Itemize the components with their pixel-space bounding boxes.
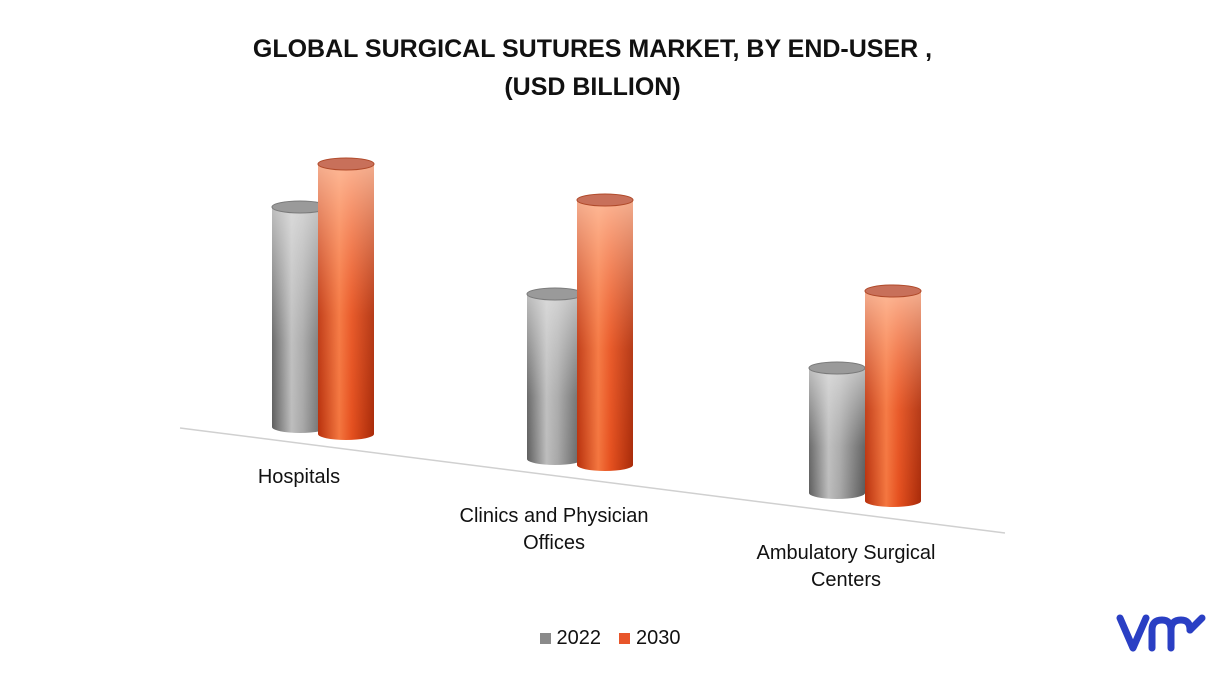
legend-swatch-2030 [619,633,630,644]
x-tick-label-clinics: Clinics and Physician Offices [459,505,649,554]
chart-title: GLOBAL SURGICAL SUTURES MARKET, BY END-U… [0,30,1185,106]
bar-2022-1 [526,287,584,465]
chart-title-line2: (USD BILLION) [504,73,681,101]
legend-label-2030: 2030 [636,627,681,649]
x-tick-label-ambulatory: Ambulatory Surgical Centers [756,542,936,591]
legend-swatch-2022 [539,633,551,644]
x-tick-label-hospitals: Hospitals [257,466,341,488]
chart-baseline [179,427,1006,534]
bar-2030-2 [864,284,922,507]
bars-group [271,157,922,507]
chart-title-line1: GLOBAL SURGICAL SUTURES MARKET, BY END-U… [252,35,933,63]
legend: 2022 2030 [0,627,1220,650]
bar-2030-1 [576,193,634,471]
legend-item-2022: 2022 [539,627,602,650]
legend-item-2030: 2030 [619,627,681,650]
bar-2022-2 [808,361,866,499]
legend-label-2022: 2022 [556,627,602,649]
vmr-logo-icon [1116,614,1206,652]
bar-2030-0 [317,157,375,440]
